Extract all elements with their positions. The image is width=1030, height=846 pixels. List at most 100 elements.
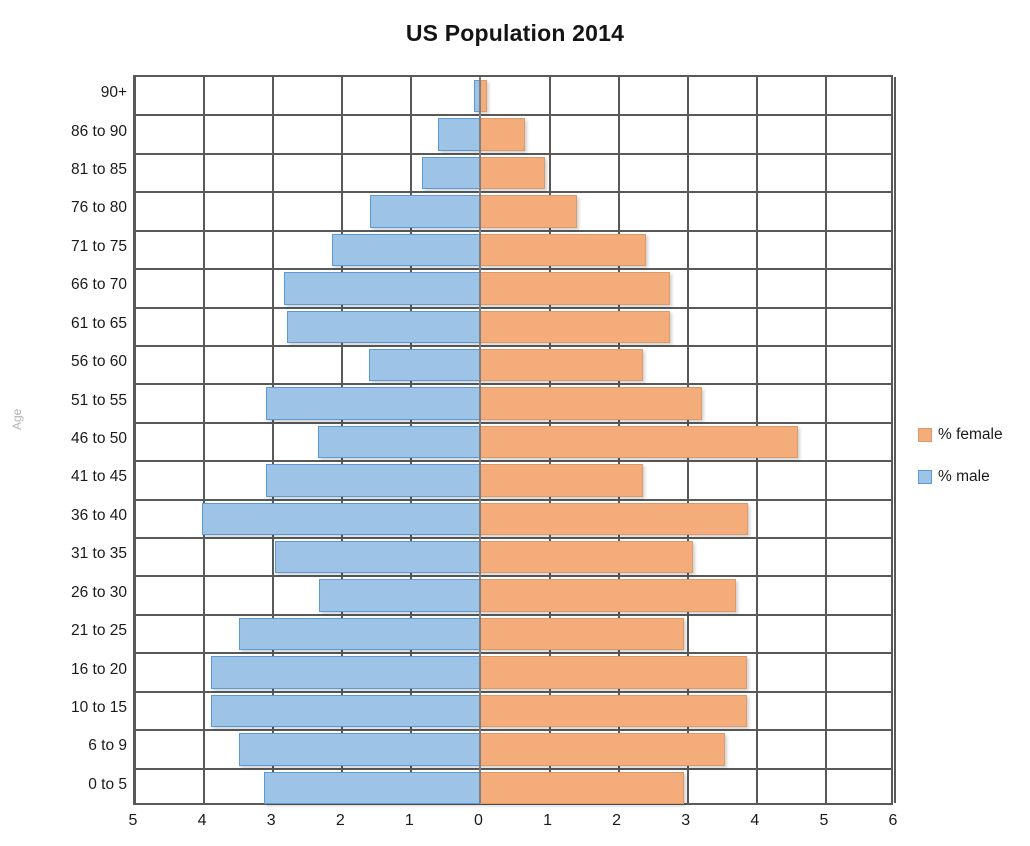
bar-male <box>319 579 481 612</box>
legend-item[interactable]: % female <box>918 420 1028 450</box>
bar-female <box>480 80 488 113</box>
bar-row <box>135 192 891 230</box>
x-axis-tick-label: 6 <box>888 812 898 829</box>
bar-row <box>135 423 891 461</box>
bar-male <box>211 656 481 689</box>
horizontal-gridline <box>135 229 891 232</box>
plot-area <box>133 75 896 807</box>
bar-male <box>287 310 481 343</box>
bar-male <box>266 387 481 420</box>
y-axis-tick-label: 26 to 30 <box>70 583 127 601</box>
bar-female <box>480 617 685 651</box>
bar-male <box>283 272 481 305</box>
vertical-gridline <box>272 77 275 803</box>
legend-label: % female <box>938 426 1003 443</box>
bar-male <box>331 233 481 267</box>
bar-row <box>135 308 891 346</box>
bar-row <box>135 115 891 153</box>
bar-row <box>135 538 891 576</box>
bar-male <box>421 156 481 190</box>
horizontal-gridline <box>135 421 891 424</box>
bar-row <box>135 730 891 768</box>
legend-item[interactable]: % male <box>918 462 1028 492</box>
y-axis-tick-label: 56 to 60 <box>70 353 127 371</box>
y-axis-tick-label: 46 to 50 <box>70 430 127 447</box>
horizontal-gridline <box>135 344 891 347</box>
zero-axis-line <box>479 77 482 803</box>
chart-title: US Population 2014 <box>405 20 625 46</box>
x-axis-tick-label: 1 <box>404 812 414 829</box>
y-axis-tick-label: 21 to 25 <box>70 622 127 640</box>
bar-male <box>266 464 481 497</box>
bar-male <box>202 502 481 536</box>
horizontal-gridline <box>135 613 891 616</box>
horizontal-gridline <box>135 268 891 271</box>
bar-male <box>318 425 481 459</box>
bar-female <box>480 272 671 305</box>
bar-male <box>211 694 481 728</box>
y-axis-tick-label: 81 to 85 <box>70 161 127 179</box>
bar-row <box>135 500 891 538</box>
bar-male <box>238 733 481 766</box>
bar-row <box>135 461 891 499</box>
vertical-gridline <box>203 77 206 803</box>
bar-female <box>480 579 737 612</box>
y-axis-tick-label: 86 to 90 <box>70 122 127 140</box>
horizontal-gridline <box>135 498 891 501</box>
bar-row <box>135 769 891 807</box>
horizontal-gridline <box>135 575 891 578</box>
bar-female <box>480 733 726 766</box>
x-axis-tick-label: 1 <box>543 812 552 829</box>
horizontal-gridline <box>135 729 891 732</box>
y-axis-tick-label: 90+ <box>100 84 127 102</box>
horizontal-gridline <box>135 152 891 155</box>
bar-male <box>275 541 481 574</box>
horizontal-gridline <box>135 690 891 693</box>
bar-male <box>437 118 481 151</box>
bar-male <box>369 195 481 228</box>
bar-row <box>135 346 891 384</box>
y-axis-tick-label: 0 to 5 <box>88 775 127 793</box>
horizontal-gridline <box>135 306 891 309</box>
bar-female <box>480 771 685 804</box>
y-axis-tick-label: 76 to 80 <box>70 199 127 217</box>
bar-row <box>135 653 891 691</box>
y-axis-tick-label: 61 to 65 <box>70 314 127 332</box>
y-axis-tick-label: 16 to 20 <box>70 660 127 678</box>
y-axis-tick-label: 51 to 55 <box>70 391 127 409</box>
y-axis-title: Age <box>10 408 24 430</box>
bar-female <box>480 502 748 536</box>
horizontal-gridline <box>135 383 891 386</box>
vertical-gridline <box>134 77 136 803</box>
bar-female <box>480 310 671 343</box>
y-axis-tick-label: 6 to 9 <box>88 737 127 755</box>
y-axis-tick-label: 41 to 45 <box>70 468 127 486</box>
bar-female <box>480 464 643 497</box>
x-axis-tick-label: 5 <box>819 812 829 829</box>
horizontal-gridline <box>135 767 891 770</box>
bar-female <box>480 156 545 190</box>
bar-female <box>480 348 643 382</box>
x-axis-tick-label: 3 <box>266 812 276 829</box>
bar-row <box>135 384 891 422</box>
y-axis-tick-label: 66 to 70 <box>70 276 127 294</box>
x-axis-tick-label: 0 <box>474 812 483 829</box>
horizontal-gridline <box>135 191 891 194</box>
x-axis-tick-label: 5 <box>128 812 138 829</box>
bar-row <box>135 154 891 192</box>
y-axis-tick-label: 71 to 75 <box>70 237 127 255</box>
y-axis-tick-label: 36 to 40 <box>70 506 127 524</box>
y-axis-tick-label: 31 to 35 <box>70 545 127 563</box>
vertical-gridline <box>894 77 896 803</box>
bar-female <box>480 233 647 267</box>
bar-female <box>480 425 799 459</box>
bar-female <box>480 195 578 228</box>
vertical-gridline <box>824 77 827 803</box>
horizontal-gridline <box>135 114 891 117</box>
x-axis-tick-label: 2 <box>335 812 345 829</box>
bar-female <box>480 387 702 420</box>
bar-row <box>135 615 891 653</box>
bar-female <box>480 694 748 728</box>
x-axis-tick-label: 3 <box>681 812 691 829</box>
